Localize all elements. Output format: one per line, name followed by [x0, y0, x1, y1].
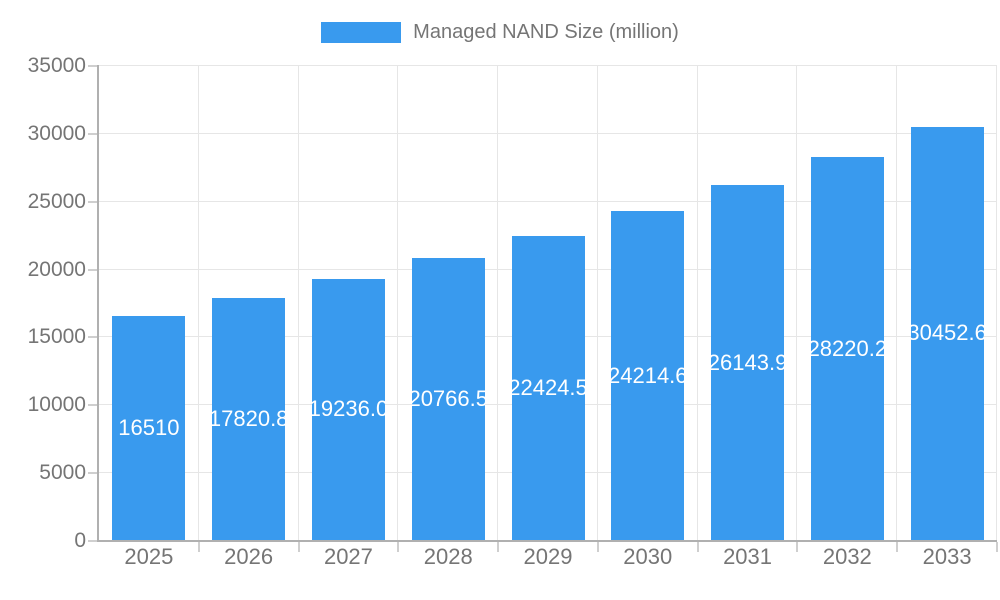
bar-value-label: 20766.5	[411, 386, 485, 412]
y-tick-label: 30000	[27, 121, 86, 145]
bar-2031[interactable]: 26143.9	[711, 185, 785, 540]
x-tick-label-2030: 2030	[623, 544, 673, 569]
x-tick-mark	[696, 542, 699, 552]
bar-value-label: 30452.6	[910, 320, 984, 346]
bar-value-label: 17820.8	[212, 406, 286, 432]
y-gridline	[99, 132, 997, 134]
x-tick-label-2025: 2025	[124, 544, 174, 569]
y-tick-mark	[88, 404, 97, 407]
x-tick-label-2032: 2032	[822, 544, 872, 569]
bar-2033[interactable]: 30452.6	[910, 126, 984, 540]
y-gridline	[99, 65, 997, 66]
x-gridline	[297, 65, 299, 540]
x-gridline	[197, 65, 199, 540]
x-gridline	[996, 65, 997, 540]
x-tick-label-2031: 2031	[723, 544, 773, 569]
x-gridline	[497, 65, 499, 540]
x-gridline	[896, 65, 898, 540]
y-tick-mark	[88, 132, 97, 135]
bar-2030[interactable]: 24214.6	[611, 211, 685, 540]
legend-swatch-icon	[321, 21, 402, 43]
bar-value-label: 16510	[118, 414, 180, 440]
y-gridline	[99, 200, 997, 202]
x-tick-mark	[397, 542, 400, 552]
x-gridline	[596, 65, 598, 540]
y-tick-mark	[88, 540, 97, 542]
x-gridline	[696, 65, 698, 540]
y-axis-labels: 0 5000 10000 15000 20000 25000 30000 35000	[0, 0, 96, 600]
x-tick-mark	[796, 542, 799, 552]
x-tick-label-2026: 2026	[224, 544, 274, 569]
y-tick-label: 20000	[27, 257, 86, 281]
y-tick-label: 5000	[39, 461, 86, 485]
bar-value-label: 22424.5	[511, 374, 585, 400]
bar-value-label: 19236.0	[311, 396, 385, 422]
y-tick-label: 10000	[27, 393, 86, 417]
y-tick-label: 0	[74, 529, 86, 552]
x-tick-mark	[297, 542, 300, 552]
x-tick-mark	[197, 542, 200, 552]
bar-value-label: 24214.6	[611, 362, 685, 388]
y-tick-mark	[88, 472, 97, 475]
plot-area: 16510 2025 17820.8 2026 19236.0 2027 20766.5 20…	[88, 65, 998, 569]
legend-label: Managed NAND Size (million)	[413, 20, 679, 43]
x-gridline	[796, 65, 798, 540]
y-tick-label: 35000	[27, 54, 86, 77]
bar-2028[interactable]: 20766.5	[411, 258, 485, 540]
bar-2032[interactable]: 28220.2	[810, 157, 884, 540]
bar-2029[interactable]: 22424.5	[511, 235, 585, 540]
x-tick-label-2033: 2033	[922, 544, 972, 569]
x-tick-label-2027: 2027	[323, 544, 373, 569]
bar-2025[interactable]: 16510	[112, 315, 186, 540]
y-tick-mark	[88, 336, 97, 339]
bar-value-label: 26143.9	[711, 349, 785, 375]
x-tick-mark	[896, 542, 899, 552]
x-tick-mark	[596, 542, 599, 552]
bar-2027[interactable]: 19236.0	[311, 278, 385, 540]
y-tick-mark	[88, 200, 97, 203]
y-tick-mark	[88, 268, 97, 271]
y-tick-mark	[88, 65, 97, 67]
x-tick-mark	[996, 542, 998, 552]
y-tick-label: 15000	[27, 325, 86, 349]
x-tick-label-2029: 2029	[523, 544, 573, 569]
bar-2026[interactable]: 17820.8	[212, 298, 286, 540]
x-tick-mark	[497, 542, 500, 552]
y-tick-label: 25000	[27, 189, 86, 213]
x-tick-label-2028: 2028	[423, 544, 473, 569]
x-gridline	[397, 65, 399, 540]
legend[interactable]: Managed NAND Size (million)	[0, 18, 1000, 46]
bar-value-label: 28220.2	[810, 335, 884, 361]
